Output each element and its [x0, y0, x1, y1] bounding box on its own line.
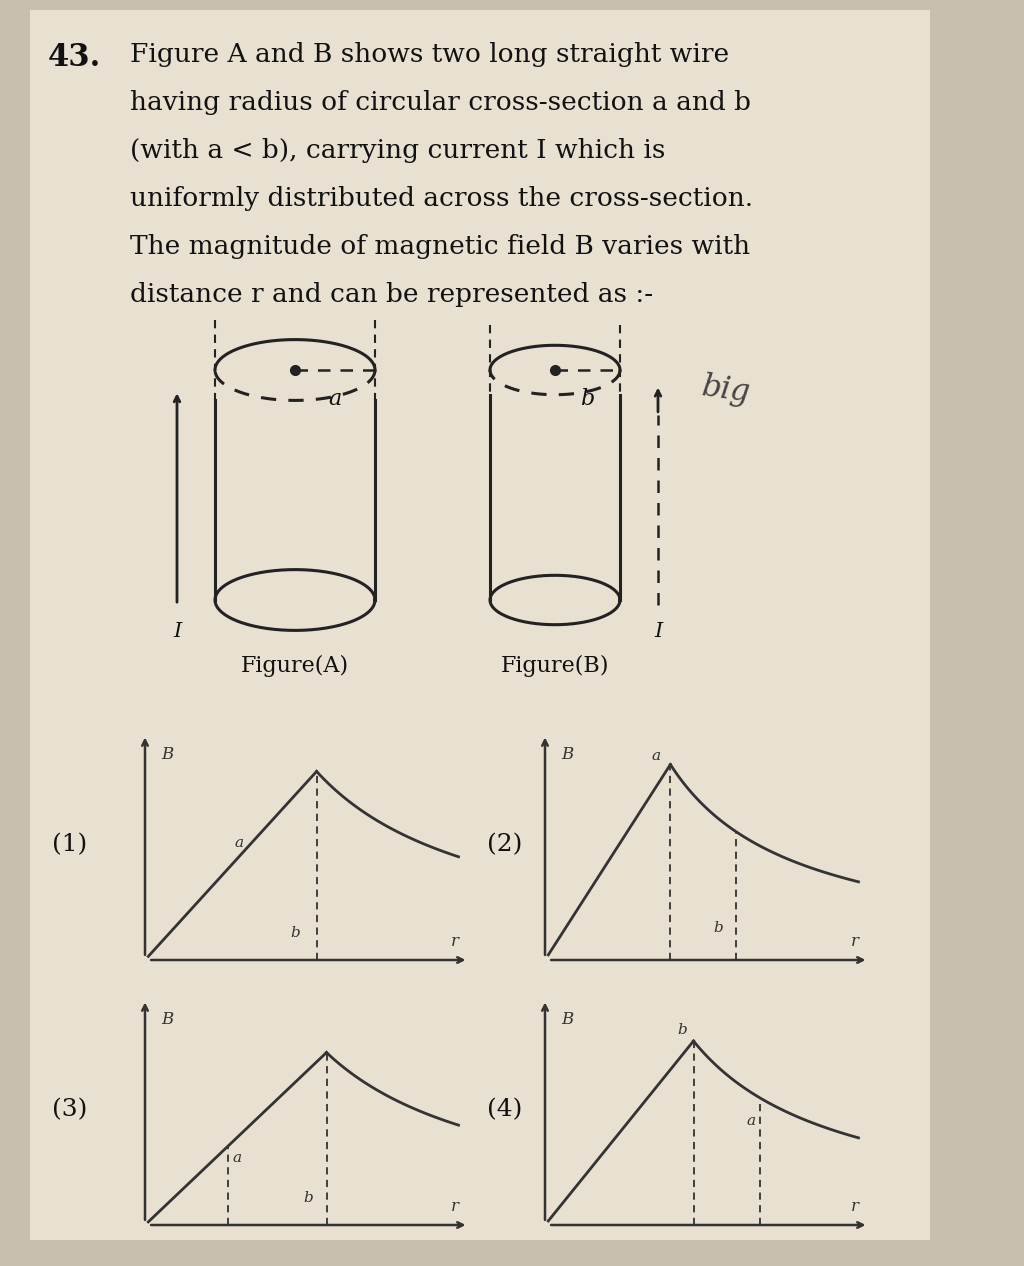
Text: r: r: [851, 933, 858, 951]
Text: B: B: [162, 746, 174, 763]
Text: big: big: [700, 371, 753, 409]
Text: Figure(B): Figure(B): [501, 655, 609, 677]
Text: Figure A and B shows two long straight wire: Figure A and B shows two long straight w…: [130, 42, 729, 67]
Text: a: a: [234, 836, 244, 849]
Text: b: b: [677, 1023, 687, 1037]
FancyBboxPatch shape: [30, 10, 930, 1239]
Text: (4): (4): [487, 1099, 522, 1122]
Text: r: r: [451, 933, 459, 951]
Text: Figure(A): Figure(A): [241, 655, 349, 677]
Text: r: r: [451, 1198, 459, 1215]
Text: 43.: 43.: [48, 42, 101, 73]
Text: b: b: [303, 1191, 313, 1205]
Text: a: a: [746, 1114, 756, 1128]
Text: The magnitude of magnetic field B varies with: The magnitude of magnetic field B varies…: [130, 234, 751, 260]
Text: r: r: [851, 1198, 858, 1215]
Text: I: I: [173, 622, 181, 641]
Text: having radius of circular cross-section a and b: having radius of circular cross-section …: [130, 90, 751, 115]
Text: b: b: [714, 922, 723, 936]
Text: (1): (1): [52, 833, 88, 857]
Text: I: I: [654, 622, 663, 641]
Text: b: b: [290, 925, 300, 939]
Text: (2): (2): [487, 833, 522, 857]
Text: a: a: [651, 749, 660, 763]
Text: (3): (3): [52, 1099, 88, 1122]
Text: uniformly distributed across the cross-section.: uniformly distributed across the cross-s…: [130, 186, 753, 211]
Text: (with a < b), carrying current I which is: (with a < b), carrying current I which i…: [130, 138, 666, 163]
Text: b: b: [581, 387, 595, 410]
Text: B: B: [162, 1012, 174, 1028]
Text: a: a: [232, 1151, 242, 1165]
Text: B: B: [561, 746, 573, 763]
Text: B: B: [561, 1012, 573, 1028]
Text: distance r and can be represented as :-: distance r and can be represented as :-: [130, 282, 653, 306]
Text: a: a: [329, 387, 342, 410]
